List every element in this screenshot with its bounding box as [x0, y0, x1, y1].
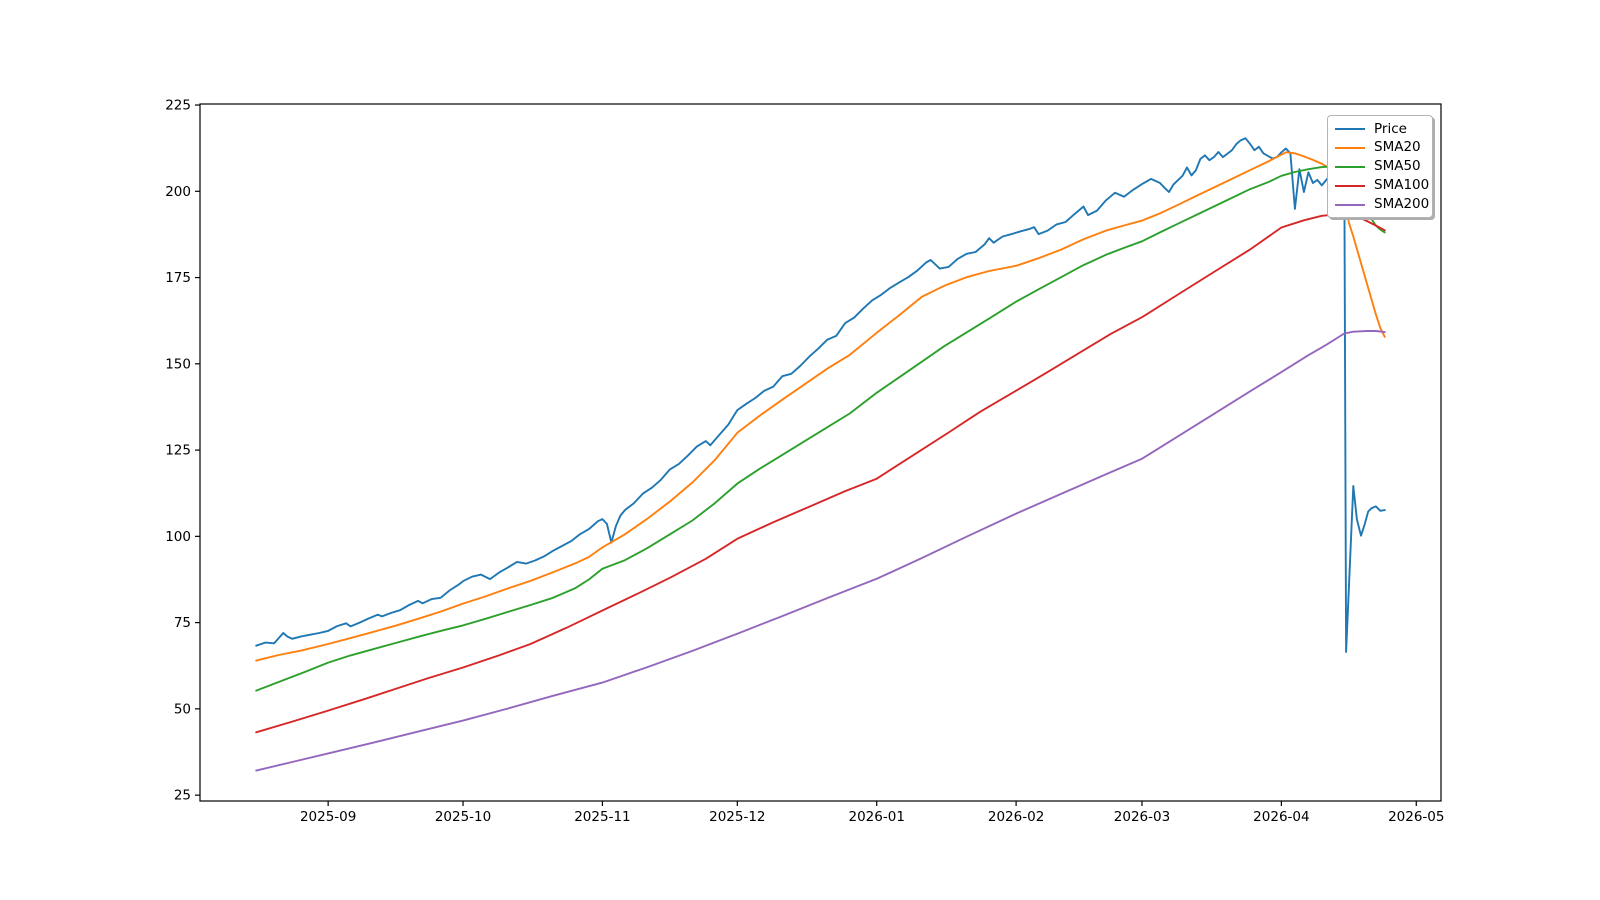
x-tick-label: 2025-11: [574, 809, 630, 825]
y-tick-label: 200: [165, 184, 191, 200]
legend-entry-sma100: SMA100: [1335, 176, 1430, 195]
sma50-series-line: [255, 165, 1386, 692]
y-tick-label: 100: [165, 529, 191, 545]
x-tick-label: 2025-12: [709, 809, 765, 825]
x-tick-label: 2025-09: [300, 809, 356, 825]
price-series-line: [255, 137, 1386, 653]
sma100-line-sample: [1335, 184, 1365, 187]
y-tick-label: 150: [165, 356, 191, 372]
sma20-line-sample: [1335, 147, 1365, 150]
y-tick-label: 25: [174, 788, 191, 804]
y-tick-label: 50: [174, 701, 191, 717]
x-tick-label: 2025-10: [435, 809, 491, 825]
legend-entry-sma200: SMA200: [1335, 195, 1430, 214]
x-tick-label: 2026-01: [849, 809, 905, 825]
legend-entry-sma50: SMA50: [1335, 158, 1426, 177]
x-tick-label: 2026-05: [1388, 809, 1444, 825]
price-line-sample: [1335, 128, 1365, 131]
legend-entry-sma20: SMA20: [1335, 139, 1426, 158]
legend-entry-price: Price: [1335, 120, 1426, 139]
sma200-series-line: [255, 330, 1386, 772]
y-tick-label: 75: [174, 615, 191, 631]
legend-label: Price: [1374, 120, 1407, 137]
legend-label: SMA200: [1374, 195, 1430, 212]
x-tick-label: 2026-03: [1114, 809, 1170, 825]
y-tick-label: 175: [165, 270, 191, 286]
y-tick-label: 125: [165, 443, 191, 459]
legend-label: SMA20: [1374, 139, 1421, 156]
x-tick-label: 2026-02: [988, 809, 1044, 825]
sma100-series-line: [255, 213, 1386, 734]
x-tick-label: 2026-04: [1253, 809, 1309, 825]
legend-label: SMA50: [1374, 158, 1421, 175]
sma20-series-line: [255, 151, 1386, 662]
legend-label: SMA100: [1374, 177, 1430, 194]
y-tick-label: 225: [165, 98, 191, 114]
sma200-line-sample: [1335, 203, 1365, 206]
plot-frame: [199, 103, 1442, 802]
sma50-line-sample: [1335, 165, 1365, 168]
legend: Price SMA20 SMA50 SMA100 SMA200: [1327, 115, 1433, 218]
